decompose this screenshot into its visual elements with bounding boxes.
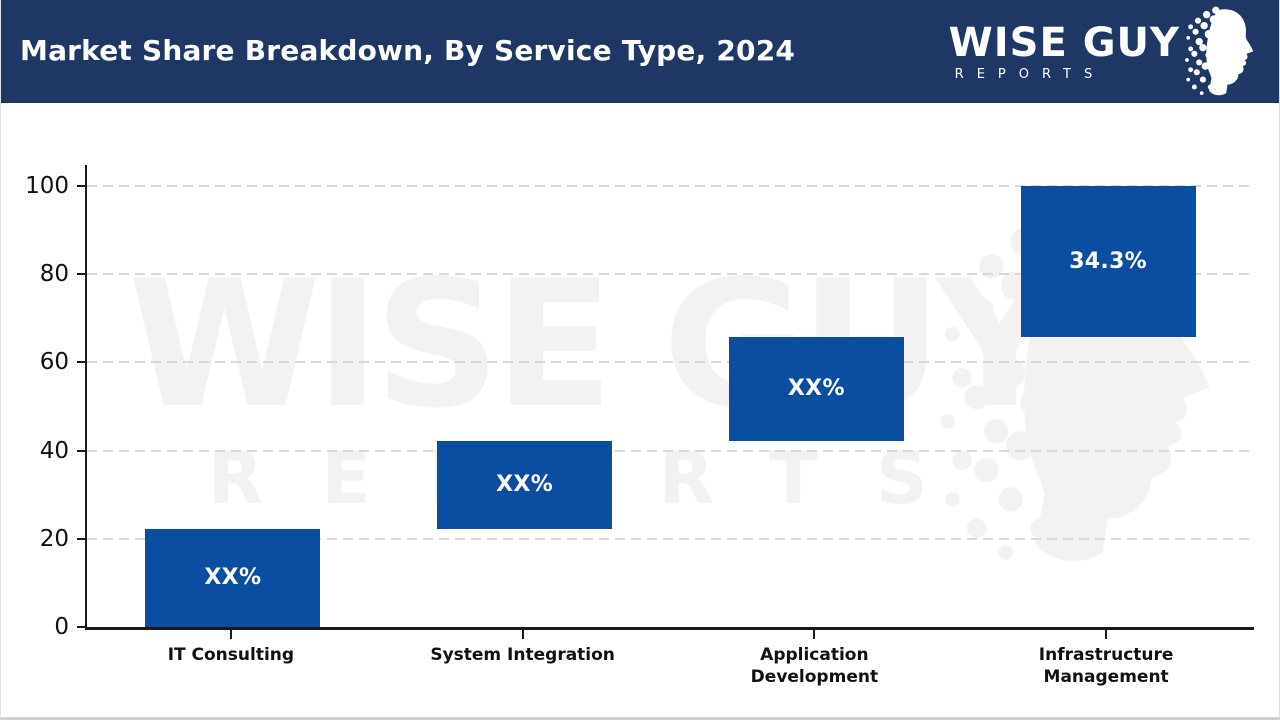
gridline-80 (87, 273, 1254, 276)
gridline-60 (87, 361, 1254, 364)
plot-area: XX% XX% XX% 34.3% (85, 165, 1254, 630)
brand-logo-text: WISE GUY REPORTS (949, 23, 1180, 82)
page-title: Market Share Breakdown, By Service Type,… (20, 34, 796, 67)
x-category-label-line: Application (760, 645, 869, 665)
bar-value-label: 34.3% (1069, 249, 1148, 275)
x-category-label-line: IT Consulting (167, 645, 295, 665)
bar-application-development: XX% (728, 337, 904, 441)
y-tick-mark-80 (77, 273, 85, 276)
bar-value-label: XX% (204, 565, 262, 591)
y-tick-label-60: 60 (39, 349, 69, 376)
gridline-100 (87, 185, 1254, 188)
x-category-label-2: System Integration (373, 644, 673, 666)
bar-infrastructure-management: 34.3% (1020, 186, 1196, 338)
x-tick-mark (521, 630, 524, 639)
brand-subtitle: REPORTS (954, 66, 1106, 82)
x-axis: IT Consulting System Integration Applicati… (85, 630, 1252, 700)
brand-name: WISE GUY (948, 19, 1180, 66)
x-tick-mark (229, 630, 232, 639)
x-tick-mark (1105, 630, 1108, 639)
x-category-label-4: Infrastructure Management (956, 644, 1256, 688)
y-tick-label-20: 20 (39, 525, 69, 552)
y-tick-mark-20 (77, 537, 85, 540)
gridline-40 (87, 449, 1254, 452)
y-tick-mark-0 (77, 626, 85, 628)
bar-value-label: XX% (496, 472, 554, 498)
brand-face-dots-icon (1182, 6, 1268, 98)
x-category-label-line: Management (1043, 667, 1169, 688)
x-category-label-line: System Integration (430, 645, 615, 665)
gridline-20 (87, 537, 1254, 540)
x-category-label-3: Application Development (664, 644, 964, 688)
y-axis: 0 20 40 60 80 100 (0, 165, 85, 639)
x-category-label-line: Infrastructure (1038, 645, 1174, 665)
y-tick-mark-100 (77, 185, 85, 188)
bar-system-integration: XX% (437, 440, 613, 529)
y-tick-label-80: 80 (39, 261, 69, 288)
x-category-label-1: IT Consulting (81, 644, 381, 666)
bar-value-label: XX% (787, 376, 845, 402)
y-tick-label-40: 40 (39, 437, 69, 464)
y-tick-mark-60 (77, 361, 85, 364)
y-tick-label-0: 0 (54, 614, 69, 640)
x-tick-mark (813, 630, 816, 639)
y-tick-label-100: 100 (25, 173, 69, 200)
y-tick-mark-40 (77, 449, 85, 452)
x-category-label-line: Development (750, 667, 879, 688)
header-bar: Market Share Breakdown, By Service Type,… (0, 0, 1280, 103)
brand-logo: WISE GUY REPORTS (949, 4, 1268, 100)
bar-it-consulting: XX% (145, 528, 321, 627)
